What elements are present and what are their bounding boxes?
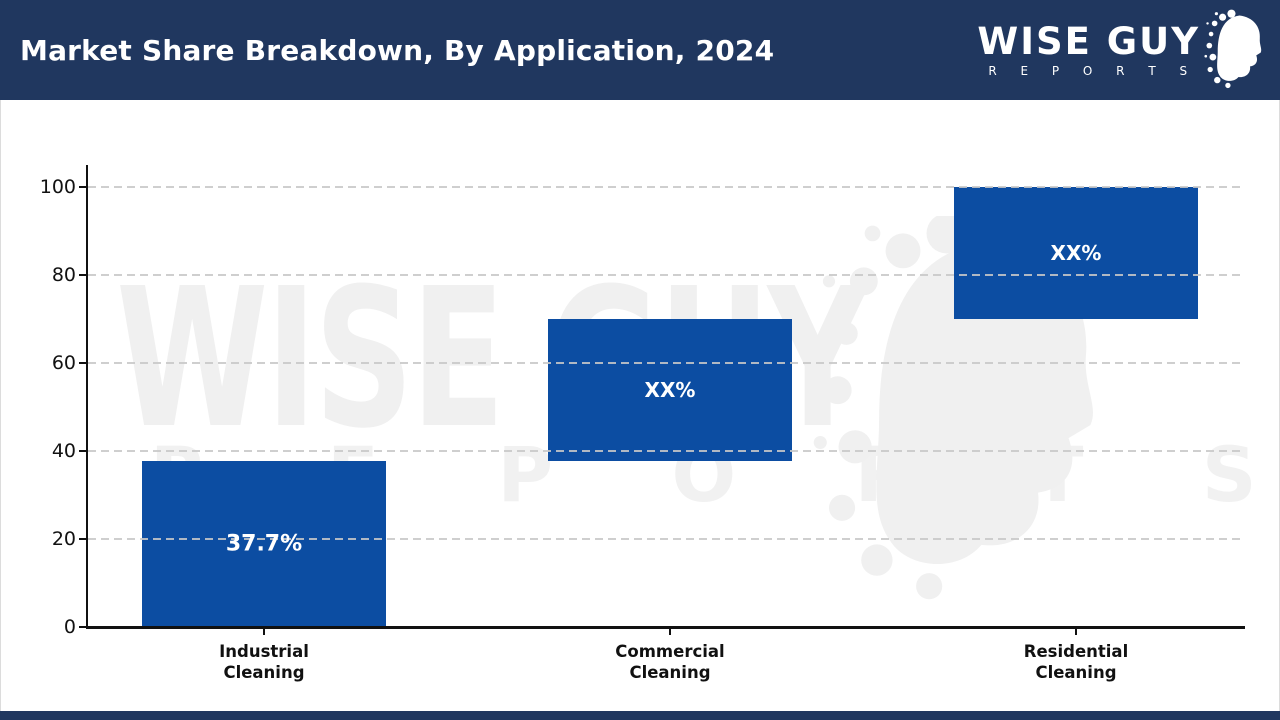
- header-bar: Market Share Breakdown, By Application, …: [0, 0, 1280, 100]
- footer-bar: [0, 711, 1280, 720]
- x-category-label: Industrial Cleaning: [219, 642, 309, 682]
- y-tick-mark: [79, 274, 86, 276]
- x-tick-mark: [1075, 628, 1077, 635]
- wiseguy-wordmark: WISE GUY: [977, 19, 1200, 63]
- y-tick-mark: [79, 450, 86, 452]
- wiseguy-logo-text: WISE GUY R E P O R T S: [977, 23, 1200, 78]
- chart-title: Market Share Breakdown, By Application, …: [20, 33, 775, 67]
- wiseguy-logo: WISE GUY R E P O R T S: [977, 8, 1266, 92]
- bar: [548, 319, 792, 462]
- gridline: [88, 186, 1245, 188]
- y-tick-mark: [79, 626, 86, 628]
- bar-value-label: 37.7%: [225, 531, 303, 557]
- y-axis-spine: [86, 165, 88, 629]
- y-tick-label: 60: [51, 352, 76, 374]
- gridline: [88, 362, 1245, 364]
- y-tick-mark: [79, 362, 86, 364]
- bar-value-label: XX%: [644, 378, 696, 403]
- gridline: [88, 538, 1245, 540]
- y-tick-label: 40: [51, 440, 76, 462]
- x-axis-spine: [86, 626, 1245, 629]
- y-tick-mark: [79, 538, 86, 540]
- bar: [954, 187, 1198, 319]
- gridline: [88, 450, 1245, 452]
- y-tick-label: 20: [51, 528, 76, 550]
- y-tick-mark: [79, 186, 86, 188]
- y-tick-label: 80: [51, 264, 76, 286]
- y-tick-label: 0: [63, 616, 76, 638]
- bar-value-label: XX%: [1050, 241, 1102, 265]
- x-category-label: Residential Cleaning: [1023, 642, 1129, 682]
- x-category-label: Commercial Cleaning: [615, 642, 725, 682]
- x-tick-mark: [669, 628, 671, 635]
- wiseguy-face-icon: [1204, 9, 1262, 89]
- wiseguy-reports-label: R E P O R T S: [988, 63, 1198, 78]
- x-tick-mark: [263, 628, 265, 635]
- gridline: [88, 274, 1245, 276]
- bar: [142, 461, 386, 627]
- y-tick-label: 100: [39, 176, 76, 198]
